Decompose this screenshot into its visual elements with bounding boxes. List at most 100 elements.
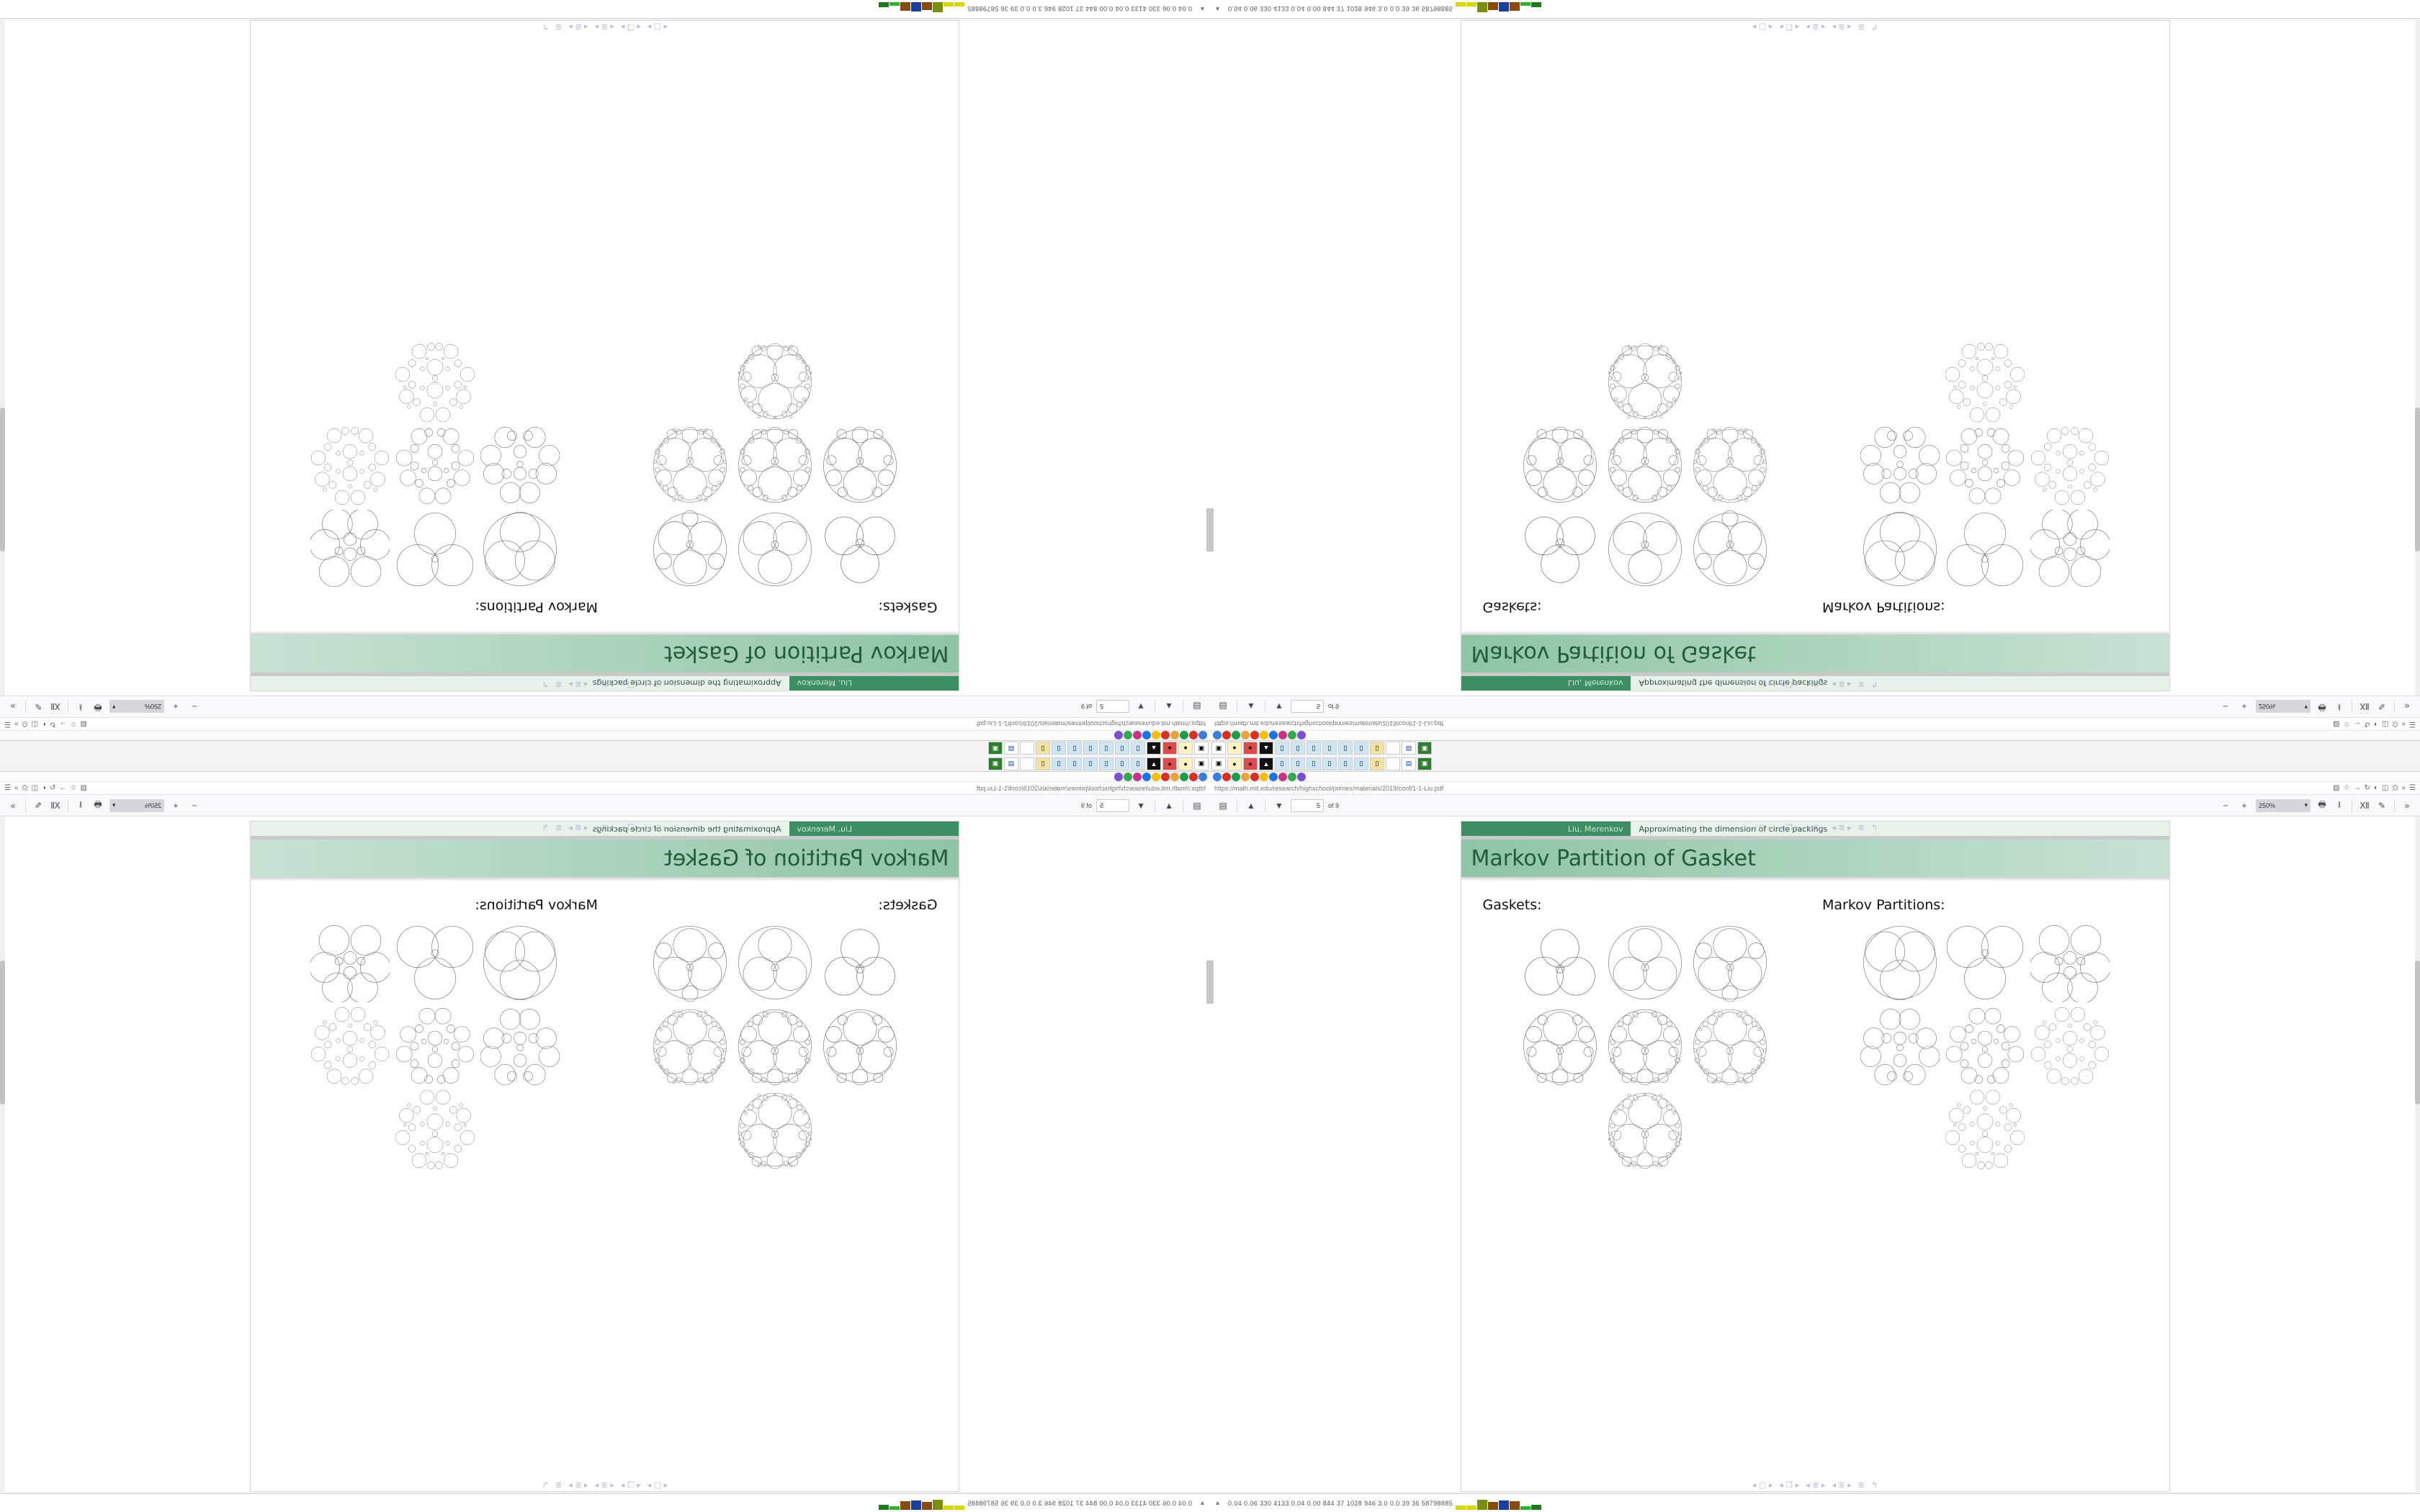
scrollbar-thumb[interactable] <box>2415 408 2420 552</box>
favicon[interactable] <box>1269 731 1278 740</box>
previous-page-icon[interactable]: ▲ <box>1247 701 1255 712</box>
subsection-nav-group[interactable]: ◂ ≣ ▸ <box>568 823 588 832</box>
next-page-icon[interactable]: ▼ <box>1275 800 1283 811</box>
pdf-scrollbar[interactable] <box>0 816 5 1492</box>
taskbar-item[interactable]: ▯ <box>1370 757 1384 770</box>
chevron-up-icon[interactable]: ▴ <box>1216 5 1220 13</box>
favicon[interactable] <box>1222 772 1231 781</box>
favicon[interactable] <box>1170 731 1179 740</box>
menu-icon[interactable]: ☰ <box>2409 720 2416 728</box>
taskbar-item[interactable] <box>1386 742 1400 755</box>
sidebar-toggle-icon[interactable]: ▤ <box>1219 701 1227 712</box>
taskbar-item[interactable]: ▯ <box>1052 742 1066 755</box>
back-icon[interactable]: ↰ <box>1870 823 1878 832</box>
forward-icon[interactable]: → <box>59 720 67 728</box>
browser-tab-strip[interactable] <box>0 730 1210 740</box>
tab-favicons[interactable] <box>1213 772 1306 781</box>
favicon[interactable] <box>1170 772 1179 781</box>
back-icon[interactable]: ↰ <box>1870 680 1878 689</box>
section-nav-group[interactable]: ◂ ≣ ▸ <box>594 680 614 689</box>
section-nav-group[interactable]: ◂ ≣ ▸ <box>1806 823 1826 832</box>
taskbar-item[interactable] <box>1020 757 1034 770</box>
taskbar-item[interactable]: ▯ <box>1354 757 1368 770</box>
page-nav-group[interactable]: ◂ □ ▸ <box>1752 22 1773 32</box>
download-icon[interactable]: ⭳ <box>2337 799 2341 809</box>
overflow-icon[interactable]: » <box>2401 784 2406 792</box>
menu-icon[interactable]: ☰ <box>2409 784 2416 792</box>
section-nav-group[interactable]: ◂ ≣ ▸ <box>1806 22 1826 32</box>
browser-action-icons[interactable]: ▧ ☆ → ↻ ◐ ◫ ⎙ » ☰ <box>4 720 87 728</box>
zoom-out-icon[interactable]: − <box>2223 800 2228 811</box>
taskbar-item[interactable]: ▯ <box>1291 757 1305 770</box>
back-icon[interactable]: ↰ <box>542 22 550 32</box>
pdf-toolbar-right[interactable]: 🖶 ⭳ Ⅻ ✎ » <box>2315 700 2414 714</box>
page-nav-group[interactable]: ◂ □ ▸ <box>647 1480 668 1490</box>
favicon[interactable] <box>1142 772 1151 781</box>
favicon[interactable] <box>1189 731 1198 740</box>
page-number-input[interactable]: 5 <box>1291 700 1324 714</box>
taskbar-item[interactable]: ▤ <box>1004 757 1018 770</box>
text-cursor-icon[interactable]: Ⅻ <box>50 800 60 811</box>
taskbar-item[interactable]: ▯ <box>1099 742 1113 755</box>
pdf-toolbar-right[interactable]: 🖶 ⭳ Ⅻ ✎ » <box>6 700 105 714</box>
left-scroll-marker[interactable] <box>1210 960 1214 1004</box>
chevron-up-icon[interactable]: ▴ <box>1200 5 1204 13</box>
favicon[interactable] <box>1297 731 1306 740</box>
taskbar-item[interactable]: ● <box>1162 742 1177 755</box>
bookmark-star-icon[interactable]: ☆ <box>2343 784 2350 792</box>
favicon[interactable] <box>1180 772 1188 781</box>
taskbar-item[interactable]: ▯ <box>1322 757 1337 770</box>
left-scroll-marker[interactable] <box>1206 508 1210 552</box>
contents-icon[interactable]: ≣ <box>555 823 563 832</box>
taskbar-item[interactable]: ▯ <box>1307 757 1321 770</box>
taskbar-item[interactable]: ● <box>1243 757 1258 770</box>
pencil-icon[interactable]: ✎ <box>34 701 42 712</box>
section-nav-group[interactable]: ◂ ≣ ▸ <box>594 1480 614 1490</box>
reload-icon[interactable]: ↻ <box>50 784 56 792</box>
pencil-icon[interactable]: ✎ <box>2378 701 2386 712</box>
forward-icon[interactable]: → <box>59 784 67 792</box>
taskbar[interactable]: ▣ ● ● ▲ ▯ ▯ ▯ ▯ ▯ ▯ ▯ ▤ ▣ <box>0 756 1210 772</box>
tab-favicons[interactable] <box>1114 772 1207 781</box>
system-tray[interactable]: ▴ 0.04 0.06 330 4133 0.04 0.00 844 37 10… <box>1210 0 2420 19</box>
left-scroll-marker[interactable] <box>1210 508 1214 552</box>
section-nav-group[interactable]: ◂ ≣ ▸ <box>594 823 614 832</box>
pencil-icon[interactable]: ✎ <box>2378 800 2386 811</box>
address-bar[interactable]: https://math.mit.edu/research/highschool… <box>1210 782 2420 795</box>
next-page-icon[interactable]: ▼ <box>1275 701 1283 712</box>
favicon[interactable] <box>1288 731 1296 740</box>
page-number-input[interactable]: 5 <box>1291 798 1324 812</box>
scrollbar-thumb[interactable] <box>0 960 5 1104</box>
taskbar-item[interactable] <box>1386 757 1400 770</box>
subsection-nav-group[interactable]: ◂ ≣ ▸ <box>1832 823 1852 832</box>
frame-nav-group[interactable]: ◂ ❐ ▸ <box>620 22 641 32</box>
menu-icon[interactable]: ☰ <box>4 720 11 728</box>
page-nav-group[interactable]: ◂ □ ▸ <box>1752 680 1773 689</box>
zoom-in-icon[interactable]: + <box>2241 701 2247 712</box>
zoom-select[interactable]: 250% ▾ <box>2256 700 2311 714</box>
system-tray[interactable]: ▴ 0.04 0.06 330 4133 0.04 0.00 844 37 10… <box>0 1493 1210 1512</box>
taskbar-item[interactable]: ▯ <box>1099 757 1113 770</box>
globe-icon[interactable]: ◐ <box>2373 784 2379 792</box>
page-nav-group[interactable]: ◂ □ ▸ <box>1752 1480 1773 1490</box>
translate-icon[interactable]: ▧ <box>2333 784 2340 792</box>
frame-nav-group[interactable]: ◂ ❐ ▸ <box>620 823 641 832</box>
section-nav-group[interactable]: ◂ ≣ ▸ <box>1806 1480 1826 1490</box>
pdf-scrollbar[interactable] <box>2415 816 2420 1492</box>
taskbar-item[interactable]: ▯ <box>1370 742 1384 755</box>
more-tools-icon[interactable]: » <box>2404 800 2410 811</box>
subsection-nav-group[interactable]: ◂ ≣ ▸ <box>1832 680 1852 689</box>
browser-action-icons[interactable]: ▧ ☆ → ↻ ◐ ◫ ⎙ » ☰ <box>2333 720 2416 728</box>
pdf-toolbar[interactable]: ▤ ▲ ▼ 5 of 9 − + 250% ▾ 🖶 <box>0 795 1210 816</box>
reader-icon[interactable]: ◫ <box>31 784 38 792</box>
presentation-nav-toolbar-bottom[interactable]: ◂ □ ▸ ◂ ❐ ▸ ◂ ≣ ▸ ◂ ≣ ▸ ≣ ↰ <box>542 1480 668 1490</box>
zoom-in-icon[interactable]: + <box>2241 800 2247 811</box>
print-icon[interactable]: 🖶 <box>94 703 102 713</box>
favicon[interactable] <box>1114 731 1123 740</box>
taskbar-item[interactable]: ▣ <box>988 757 1003 770</box>
favicon[interactable] <box>1213 772 1222 781</box>
favicon[interactable] <box>1189 772 1198 781</box>
print-icon[interactable]: 🖶 <box>2318 799 2326 809</box>
presentation-nav-toolbar-bottom[interactable]: ◂ □ ▸ ◂ ❐ ▸ ◂ ≣ ▸ ◂ ≣ ▸ ≣ ↰ <box>1752 22 1878 32</box>
taskbar-item[interactable]: ▯ <box>1115 742 1129 755</box>
